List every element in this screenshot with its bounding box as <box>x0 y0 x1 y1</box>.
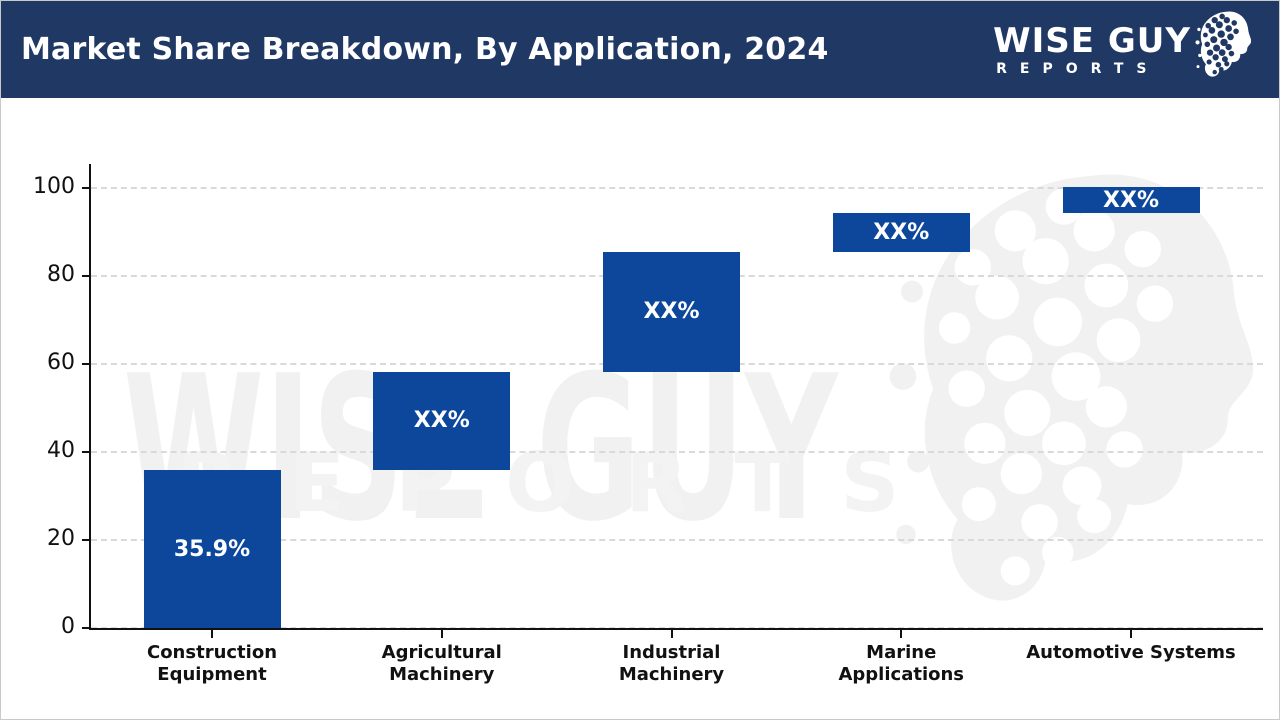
y-axis-spine <box>89 164 91 630</box>
gridline <box>91 187 1263 189</box>
logo-wordmark: WISE GUY REPORTS <box>993 24 1191 76</box>
x-category-label: Agricultural Machinery <box>381 642 502 685</box>
logo-line2: REPORTS <box>996 60 1160 77</box>
gridline <box>91 539 1263 541</box>
bar-value-label: XX% <box>643 299 700 325</box>
bar: XX% <box>373 371 511 471</box>
bar-value-label: XX% <box>873 219 930 245</box>
header-bar: Market Share Breakdown, By Application, … <box>1 1 1279 98</box>
bar-value-label: XX% <box>413 408 470 434</box>
x-tick-mark <box>440 630 443 638</box>
bar-value-label: 35.9% <box>173 536 251 562</box>
bar: 35.9% <box>143 470 281 628</box>
y-tick-mark <box>82 187 91 189</box>
y-tick-label: 40 <box>47 438 75 463</box>
wiseguy-logo: WISE GUY REPORTS <box>993 9 1253 91</box>
plot-area: 0 20 40 60 80 100 35.9% Construction Equipment X… <box>1 98 1279 719</box>
y-tick-label: 80 <box>47 262 75 287</box>
bar-value-label: XX% <box>1103 187 1159 213</box>
x-category-label: Marine Applications <box>838 642 965 685</box>
bar: XX% <box>1062 187 1200 214</box>
logo-line1: WISE GUY <box>993 20 1191 61</box>
y-tick-label: 100 <box>33 174 75 199</box>
x-tick-mark <box>211 630 213 638</box>
x-category-label: Industrial Machinery <box>618 642 725 685</box>
y-tick-mark <box>82 627 91 629</box>
x-tick-mark <box>900 630 903 638</box>
page-title: Market Share Breakdown, By Application, … <box>21 32 829 67</box>
y-tick-label: 20 <box>47 526 75 551</box>
y-tick-label: 60 <box>47 350 75 375</box>
x-category-label: Construction Equipment <box>146 642 278 685</box>
y-tick-mark <box>82 363 91 365</box>
y-tick-mark <box>82 275 91 277</box>
chart-area: WISE GUY REPORTS <box>1 98 1279 719</box>
bar: XX% <box>603 251 740 372</box>
bar: XX% <box>832 213 970 252</box>
y-tick-mark <box>82 451 91 453</box>
watermark-wordmark-line2: REPORTS <box>176 436 950 531</box>
gridline <box>91 451 1263 453</box>
x-axis-spine <box>89 628 1263 630</box>
x-category-label: Automotive Systems <box>1026 642 1236 663</box>
x-tick-mark <box>1130 630 1132 638</box>
x-tick-mark <box>670 630 673 638</box>
wiseguy-face-icon <box>1195 9 1253 91</box>
y-tick-mark <box>82 539 91 541</box>
y-tick-label: 0 <box>61 614 75 639</box>
